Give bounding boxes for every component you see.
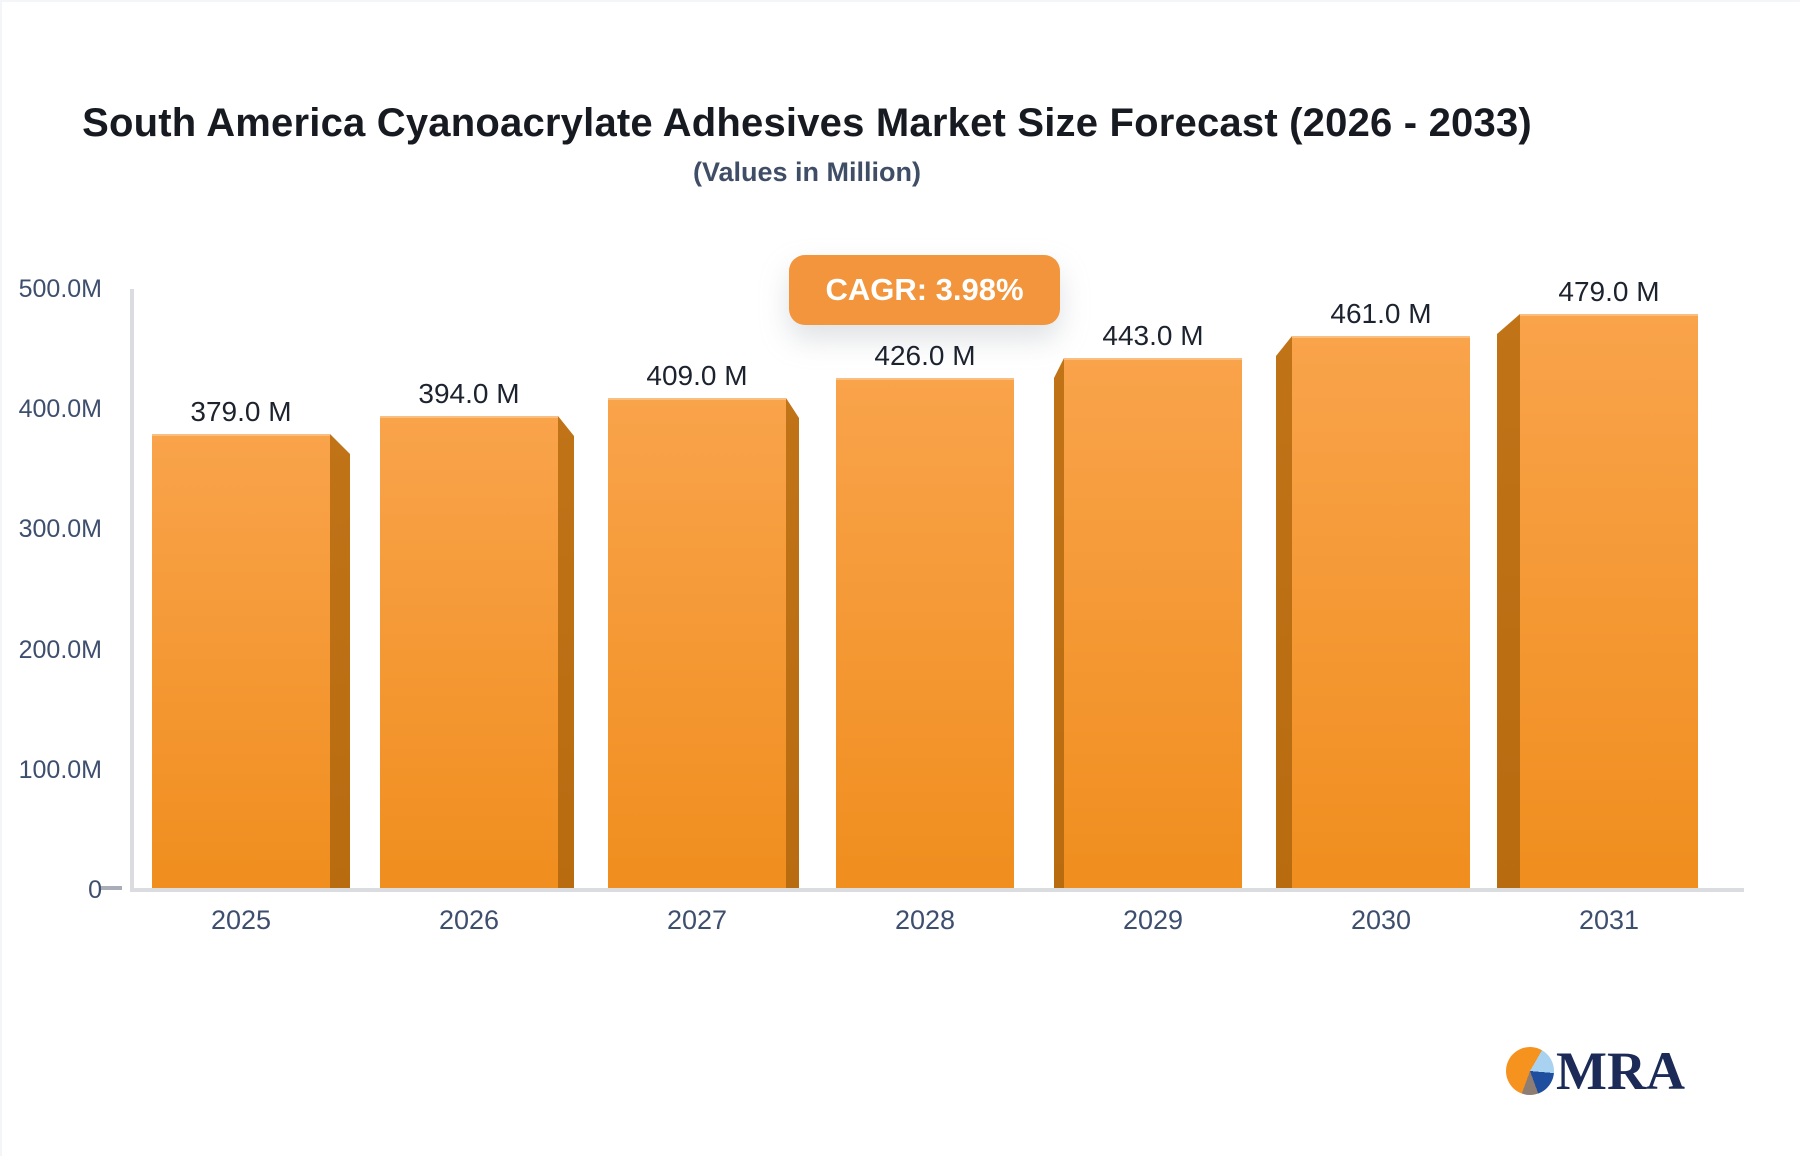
- logo-text: MRA: [1556, 1041, 1685, 1101]
- y-axis-tick-label: 500.0M: [18, 275, 102, 303]
- zero-tick-mark: [100, 886, 122, 890]
- x-axis-label: 2028: [894, 905, 956, 935]
- bar-side-face: [558, 416, 574, 890]
- bar-side-face: [786, 398, 799, 890]
- brand-logo: MRA: [1506, 1040, 1685, 1102]
- bar-value-label: 479.0 M: [1558, 276, 1660, 307]
- x-axis-line: [130, 888, 1744, 892]
- logo-pie-icon: [1506, 1047, 1554, 1095]
- bar-value-label: 443.0 M: [1102, 320, 1204, 351]
- bar-front-face: [1292, 336, 1470, 890]
- bar-front-face: [608, 398, 786, 890]
- bar-front-face: [380, 416, 558, 890]
- y-axis-tick-label: 400.0M: [18, 395, 102, 424]
- x-axis-label: 2025: [210, 905, 272, 935]
- bar-front-face: [1064, 358, 1242, 890]
- bar-side-face: [330, 434, 350, 890]
- bar-front-face: [1520, 314, 1698, 890]
- x-axis-label: 2030: [1350, 905, 1412, 935]
- y-axis-tick-label: 100.0M: [18, 755, 102, 784]
- x-axis-label: 2029: [1122, 905, 1184, 935]
- bar-front-face: [152, 434, 330, 890]
- chart-title: South America Cyanoacrylate Adhesives Ma…: [82, 101, 1532, 145]
- bar-side-face: [1497, 314, 1520, 890]
- y-axis-tick-label: 300.0M: [18, 515, 102, 544]
- cagr-badge-label: CAGR: 3.98%: [825, 272, 1024, 307]
- chart-header: South America Cyanoacrylate Adhesives Ma…: [2, 100, 1612, 188]
- bar-side-face: [1276, 336, 1292, 890]
- bar-value-label: 409.0 M: [646, 360, 748, 391]
- x-axis-label: 2031: [1578, 905, 1640, 935]
- y-axis-line: [130, 289, 134, 890]
- chart-subtitle: (Values in Million): [692, 157, 922, 187]
- bar-front-face: [836, 378, 1014, 890]
- bar-side-face: [1054, 358, 1064, 890]
- x-axis-label: 2027: [666, 905, 728, 935]
- bar-value-label: 394.0 M: [418, 378, 520, 409]
- y-axis-tick-label: 200.0M: [18, 635, 102, 664]
- cagr-badge: CAGR: 3.98%: [789, 255, 1060, 325]
- bar-value-label: 426.0 M: [874, 340, 976, 371]
- x-axis-label: 2026: [438, 905, 500, 935]
- y-axis-tick-label: 0: [88, 876, 102, 904]
- bar-value-label: 461.0 M: [1330, 298, 1432, 329]
- bar-value-label: 379.0 M: [190, 396, 292, 427]
